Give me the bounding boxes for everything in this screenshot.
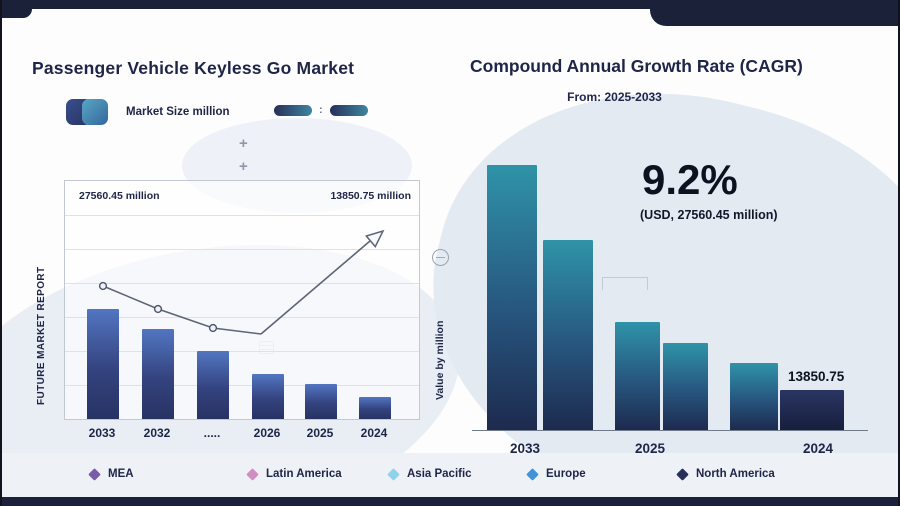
right-chart-title: Compound Annual Growth Rate (CAGR) bbox=[470, 56, 803, 76]
left-side-label: FUTURE MARKET REPORT bbox=[36, 266, 47, 405]
bar-2024-b bbox=[780, 390, 844, 430]
pill-icon bbox=[329, 104, 368, 116]
x-label: 2033 bbox=[88, 426, 116, 440]
x-label: 2032 bbox=[143, 426, 171, 440]
pill-separator: : bbox=[319, 104, 323, 116]
bar-2033-a bbox=[487, 165, 537, 430]
x-label: 2024 bbox=[802, 441, 834, 456]
legend-item-mea: MEA bbox=[88, 466, 134, 482]
bar-2024-a bbox=[730, 363, 778, 430]
gridline bbox=[65, 317, 419, 318]
arrow-head-icon bbox=[364, 229, 385, 248]
cagr-value: 9.2% bbox=[642, 156, 738, 203]
trend-marker bbox=[153, 304, 163, 314]
market-size-legend-label: Market Size million bbox=[126, 106, 230, 118]
legend-item-europe: Europe bbox=[526, 466, 586, 482]
diamond-icon bbox=[387, 467, 400, 481]
bar-2026 bbox=[252, 374, 284, 419]
gridline bbox=[65, 351, 419, 352]
market-size-chart: 27560.45 million 13850.75 million bbox=[64, 180, 420, 420]
plus-icon: + bbox=[239, 135, 248, 152]
diamond-icon bbox=[88, 467, 101, 481]
bar-2025-b bbox=[663, 343, 708, 430]
max-value-label: 27560.45 million bbox=[79, 190, 160, 202]
legend-label: MEA bbox=[108, 468, 134, 480]
pill-icon bbox=[274, 104, 312, 116]
top-frame-bar bbox=[2, 0, 898, 9]
legend-item-asia-pacific: Asia Pacific bbox=[387, 466, 472, 482]
bar-mid bbox=[197, 351, 229, 419]
frame-icon bbox=[602, 277, 648, 290]
x-label: 2033 bbox=[509, 441, 541, 456]
bar-2024 bbox=[359, 397, 391, 419]
x-label: 2024 bbox=[360, 426, 388, 440]
legend-label: Latin America bbox=[266, 468, 342, 480]
top-right-accent bbox=[650, 9, 898, 26]
x-label: 2025 bbox=[634, 441, 666, 456]
diamond-icon bbox=[526, 467, 539, 481]
legend-item-north-america: North America bbox=[676, 466, 775, 482]
legend-label: Asia Pacific bbox=[407, 468, 472, 480]
bar-2033-b bbox=[543, 240, 593, 430]
bar-2025 bbox=[305, 384, 337, 419]
bottom-frame-bar bbox=[2, 497, 898, 506]
diamond-icon bbox=[246, 467, 259, 481]
left-chart-title: Passenger Vehicle Keyless Go Market bbox=[32, 58, 355, 78]
legend-label: Europe bbox=[546, 468, 586, 480]
minus-circle-icon: — bbox=[432, 249, 449, 266]
bar-2032 bbox=[142, 329, 174, 419]
legend-pills: : bbox=[274, 104, 368, 116]
trend-line bbox=[98, 229, 385, 335]
bar-2033 bbox=[87, 309, 119, 419]
gridline bbox=[65, 249, 419, 250]
legend-label: North America bbox=[696, 468, 775, 480]
footer-band bbox=[2, 453, 898, 497]
trend-marker bbox=[98, 281, 108, 291]
diamond-icon bbox=[676, 467, 689, 481]
x-label: 2026 bbox=[253, 426, 281, 440]
cagr-chart: 2033 2025 2024 bbox=[472, 139, 868, 456]
plus-icon: + bbox=[239, 158, 248, 175]
x-label: ..... bbox=[203, 426, 221, 440]
legend-item-latin-america: Latin America bbox=[246, 466, 342, 482]
cube-icon bbox=[66, 97, 114, 127]
trend-marker bbox=[208, 323, 218, 333]
min-value-label: 13850.75 million bbox=[330, 190, 411, 202]
gridline bbox=[65, 283, 419, 284]
bar-2025-a bbox=[615, 322, 660, 430]
value-callout: 13850.75 bbox=[788, 369, 845, 384]
top-left-accent bbox=[2, 9, 32, 18]
right-axis-label: Value by million bbox=[434, 320, 446, 400]
gridline bbox=[65, 385, 419, 386]
cagr-caption: (USD, 27560.45 million) bbox=[640, 208, 778, 222]
right-chart-subtitle: From: 2025-2033 bbox=[567, 90, 662, 104]
market-size-legend: Market Size million bbox=[66, 96, 230, 128]
gridline bbox=[65, 215, 419, 216]
x-label: 2025 bbox=[306, 426, 334, 440]
